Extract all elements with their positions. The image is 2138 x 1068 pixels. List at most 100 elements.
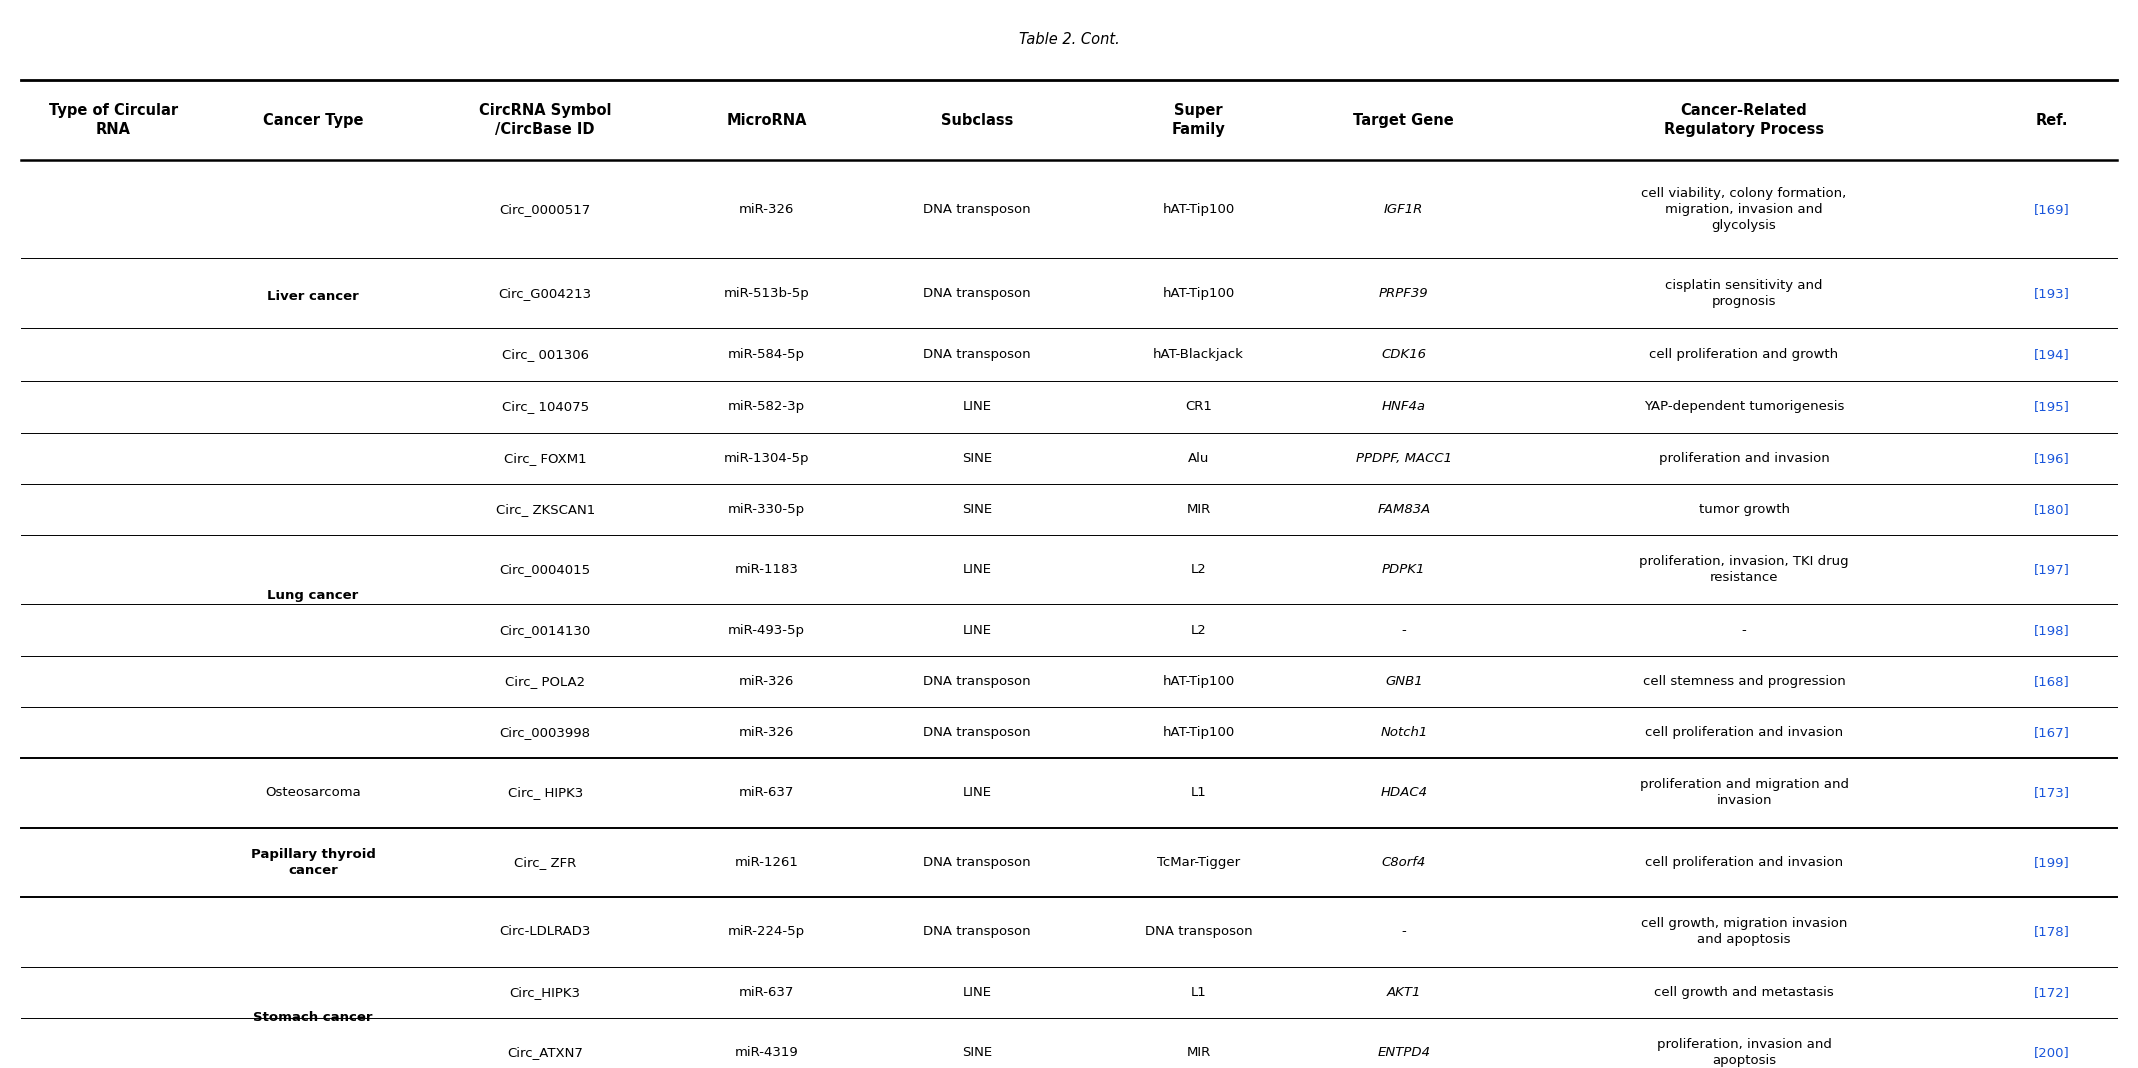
Text: CircRNA Symbol
/CircBase ID: CircRNA Symbol /CircBase ID <box>479 104 611 137</box>
Text: Circ_ ZFR: Circ_ ZFR <box>513 855 577 869</box>
Text: Ref.: Ref. <box>2035 112 2067 128</box>
Text: GNB1: GNB1 <box>1385 675 1422 688</box>
Text: [198]: [198] <box>2033 624 2070 637</box>
Text: cell proliferation and invasion: cell proliferation and invasion <box>1644 855 1843 869</box>
Text: [172]: [172] <box>2033 986 2070 999</box>
Text: Osteosarcoma: Osteosarcoma <box>265 786 361 800</box>
Text: cell proliferation and growth: cell proliferation and growth <box>1648 348 1839 361</box>
Text: L1: L1 <box>1191 786 1206 800</box>
Text: cell stemness and progression: cell stemness and progression <box>1642 675 1845 688</box>
Text: [196]: [196] <box>2033 452 2070 465</box>
Text: miR-326: miR-326 <box>740 675 795 688</box>
Text: -: - <box>1400 624 1407 637</box>
Text: miR-330-5p: miR-330-5p <box>729 503 806 516</box>
Text: MicroRNA: MicroRNA <box>727 112 806 128</box>
Text: [194]: [194] <box>2033 348 2070 361</box>
Text: L2: L2 <box>1191 624 1206 637</box>
Text: cisplatin sensitivity and
prognosis: cisplatin sensitivity and prognosis <box>1666 279 1824 308</box>
Text: hAT-Tip100: hAT-Tip100 <box>1163 726 1236 739</box>
Text: hAT-Tip100: hAT-Tip100 <box>1163 286 1236 300</box>
Text: [167]: [167] <box>2033 726 2070 739</box>
Text: Circ_0004015: Circ_0004015 <box>500 563 590 577</box>
Text: DNA transposon: DNA transposon <box>924 348 1031 361</box>
Text: LINE: LINE <box>962 624 992 637</box>
Text: MIR: MIR <box>1187 503 1210 516</box>
Text: Circ_ POLA2: Circ_ POLA2 <box>505 675 586 688</box>
Text: miR-224-5p: miR-224-5p <box>729 925 806 939</box>
Text: Circ_ HIPK3: Circ_ HIPK3 <box>507 786 584 800</box>
Text: miR-326: miR-326 <box>740 726 795 739</box>
Text: IGF1R: IGF1R <box>1383 203 1424 216</box>
Text: PPDPF, MACC1: PPDPF, MACC1 <box>1355 452 1452 465</box>
Text: Target Gene: Target Gene <box>1353 112 1454 128</box>
Text: DNA transposon: DNA transposon <box>924 203 1031 216</box>
Text: miR-326: miR-326 <box>740 203 795 216</box>
Text: [200]: [200] <box>2033 1046 2070 1059</box>
Text: CR1: CR1 <box>1184 400 1212 413</box>
Text: HNF4a: HNF4a <box>1381 400 1426 413</box>
Text: DNA transposon: DNA transposon <box>924 925 1031 939</box>
Text: Notch1: Notch1 <box>1381 726 1428 739</box>
Text: LINE: LINE <box>962 400 992 413</box>
Text: hAT-Blackjack: hAT-Blackjack <box>1152 348 1244 361</box>
Text: hAT-Tip100: hAT-Tip100 <box>1163 675 1236 688</box>
Text: LINE: LINE <box>962 786 992 800</box>
Text: proliferation and invasion: proliferation and invasion <box>1659 452 1830 465</box>
Text: miR-1261: miR-1261 <box>735 855 797 869</box>
Text: Circ_ 104075: Circ_ 104075 <box>502 400 588 413</box>
Text: Subclass: Subclass <box>941 112 1013 128</box>
Text: [173]: [173] <box>2033 786 2070 800</box>
Text: [193]: [193] <box>2033 286 2070 300</box>
Text: miR-637: miR-637 <box>740 986 795 999</box>
Text: cell proliferation and invasion: cell proliferation and invasion <box>1644 726 1843 739</box>
Text: Stomach cancer: Stomach cancer <box>252 1011 372 1024</box>
Text: miR-493-5p: miR-493-5p <box>729 624 806 637</box>
Text: Circ_ FOXM1: Circ_ FOXM1 <box>505 452 586 465</box>
Text: SINE: SINE <box>962 452 992 465</box>
Text: DNA transposon: DNA transposon <box>924 726 1031 739</box>
Text: AKT1: AKT1 <box>1388 986 1422 999</box>
Text: miR-513b-5p: miR-513b-5p <box>725 286 810 300</box>
Text: Super
Family: Super Family <box>1172 104 1225 137</box>
Text: proliferation, invasion and
apoptosis: proliferation, invasion and apoptosis <box>1657 1038 1832 1067</box>
Text: C8orf4: C8orf4 <box>1381 855 1426 869</box>
Text: [180]: [180] <box>2033 503 2070 516</box>
Text: cell growth, migration invasion
and apoptosis: cell growth, migration invasion and apop… <box>1640 917 1847 946</box>
Text: Alu: Alu <box>1189 452 1210 465</box>
Text: FAM83A: FAM83A <box>1377 503 1430 516</box>
Text: cell growth and metastasis: cell growth and metastasis <box>1655 986 1834 999</box>
Text: Table 2. Cont.: Table 2. Cont. <box>1018 32 1120 47</box>
Text: miR-582-3p: miR-582-3p <box>729 400 806 413</box>
Text: SINE: SINE <box>962 1046 992 1059</box>
Text: YAP-dependent tumorigenesis: YAP-dependent tumorigenesis <box>1644 400 1845 413</box>
Text: proliferation, invasion, TKI drug
resistance: proliferation, invasion, TKI drug resist… <box>1640 555 1849 584</box>
Text: CDK16: CDK16 <box>1381 348 1426 361</box>
Text: Papillary thyroid
cancer: Papillary thyroid cancer <box>250 848 376 877</box>
Text: hAT-Tip100: hAT-Tip100 <box>1163 203 1236 216</box>
Text: [199]: [199] <box>2033 855 2070 869</box>
Text: LINE: LINE <box>962 563 992 577</box>
Text: L2: L2 <box>1191 563 1206 577</box>
Text: tumor growth: tumor growth <box>1698 503 1790 516</box>
Text: Liver cancer: Liver cancer <box>267 289 359 303</box>
Text: SINE: SINE <box>962 503 992 516</box>
Text: Circ_0000517: Circ_0000517 <box>500 203 590 216</box>
Text: -: - <box>1742 624 1747 637</box>
Text: DNA transposon: DNA transposon <box>1144 925 1253 939</box>
Text: Circ_ ZKSCAN1: Circ_ ZKSCAN1 <box>496 503 594 516</box>
Text: PDPK1: PDPK1 <box>1381 563 1426 577</box>
Text: LINE: LINE <box>962 986 992 999</box>
Text: miR-4319: miR-4319 <box>735 1046 797 1059</box>
Text: Circ-LDLRAD3: Circ-LDLRAD3 <box>500 925 590 939</box>
Text: ENTPD4: ENTPD4 <box>1377 1046 1430 1059</box>
Text: Lung cancer: Lung cancer <box>267 588 359 602</box>
Text: Circ_ 001306: Circ_ 001306 <box>502 348 588 361</box>
Text: -: - <box>1400 925 1407 939</box>
Text: Circ_ATXN7: Circ_ATXN7 <box>507 1046 584 1059</box>
Text: L1: L1 <box>1191 986 1206 999</box>
Text: proliferation and migration and
invasion: proliferation and migration and invasion <box>1640 779 1849 807</box>
Text: PRPF39: PRPF39 <box>1379 286 1428 300</box>
Text: DNA transposon: DNA transposon <box>924 286 1031 300</box>
Text: miR-637: miR-637 <box>740 786 795 800</box>
Text: [197]: [197] <box>2033 563 2070 577</box>
